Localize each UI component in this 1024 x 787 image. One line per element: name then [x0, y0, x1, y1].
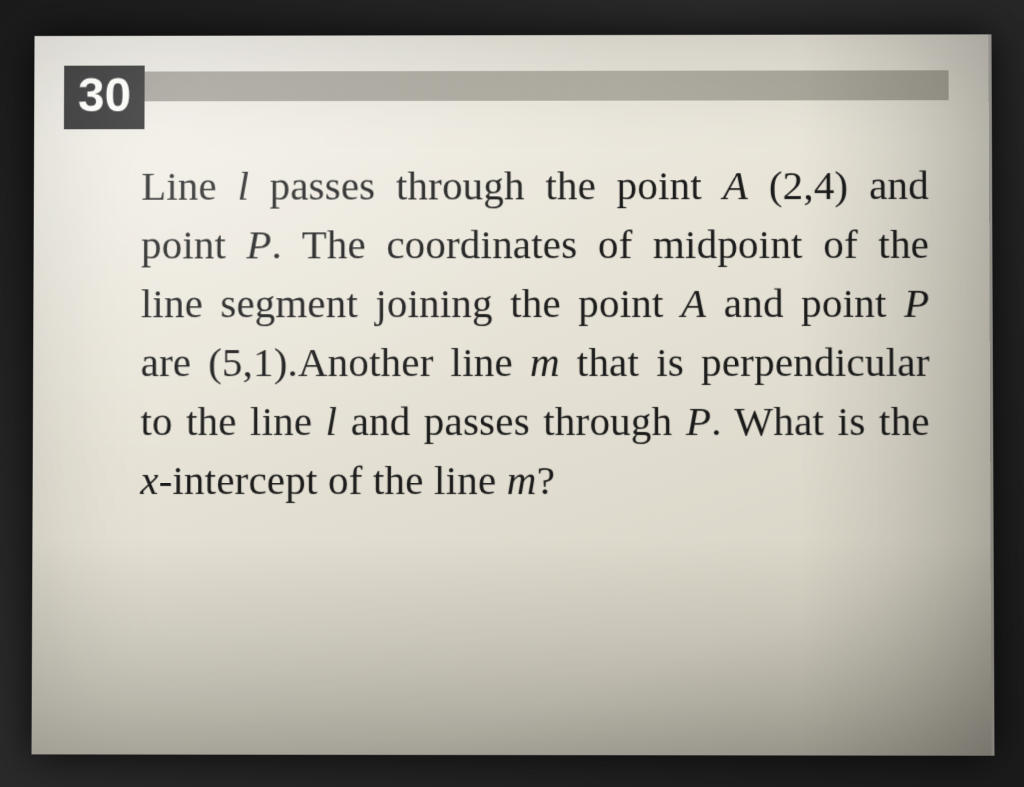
question-number-box: 30 — [64, 65, 145, 129]
textbook-page: 30 Line l passes through the point A (2,… — [32, 34, 995, 755]
header-gray-bar — [145, 70, 949, 101]
question-text: Line l passes through the point A (2,4) … — [62, 156, 950, 510]
question-header: 30 — [64, 64, 949, 129]
